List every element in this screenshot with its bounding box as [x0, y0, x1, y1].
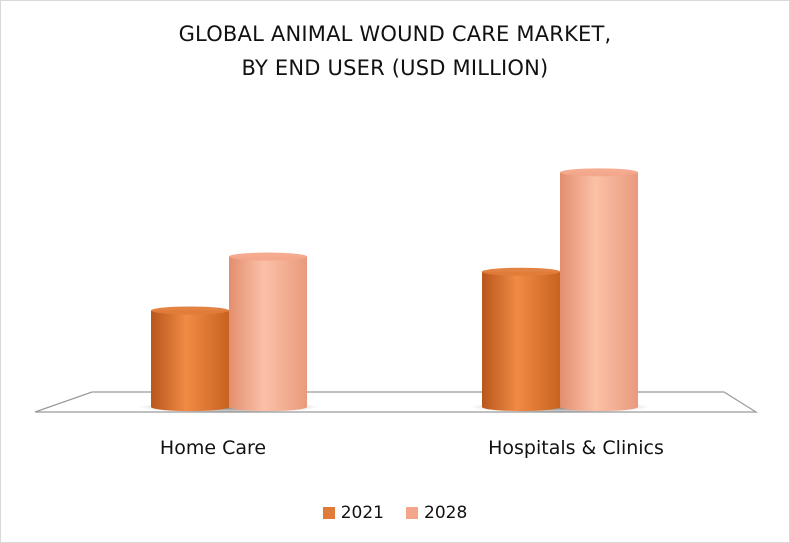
bar-base: [151, 403, 229, 411]
legend-item-2028: 2028: [406, 503, 467, 523]
bar-hospitals-clinics-2028: [560, 168, 638, 411]
bar-base: [560, 403, 638, 411]
bars-layer: [139, 168, 650, 413]
legend-label-2021: 2021: [340, 503, 384, 523]
legend-swatch-2021: [322, 507, 335, 519]
chart-title-line-2: BY END USER (USD MILLION): [241, 56, 549, 80]
bar-hospitals-clinics-2021: [482, 267, 560, 411]
bar-body: [482, 271, 560, 407]
bar-base: [229, 403, 307, 411]
category-label-home-care: Home Care: [160, 437, 266, 459]
legend-swatch-2028: [406, 507, 418, 519]
bar-cap: [229, 252, 307, 261]
bar-cap: [151, 306, 229, 315]
bar-base: [482, 403, 560, 411]
bar-cap: [560, 168, 638, 177]
legend-label-2028: 2028: [424, 503, 468, 523]
bar-cap: [482, 267, 560, 276]
bar-body: [229, 256, 307, 407]
chart-legend: 2021 2028: [1, 503, 789, 523]
bar-home-care-2021: [151, 306, 229, 411]
bar-body: [151, 310, 229, 407]
category-label-hospitals-clinics: Hospitals & Clinics: [488, 437, 664, 459]
chart-title-line-1: GLOBAL ANIMAL WOUND CARE MARKET,: [178, 22, 612, 46]
bar-home-care-2028: [229, 252, 307, 411]
bar-body: [560, 172, 638, 407]
chart-title: GLOBAL ANIMAL WOUND CARE MARKET, BY END …: [1, 17, 789, 85]
chart-floor: [34, 391, 759, 413]
legend-item-2021: 2021: [322, 503, 384, 523]
